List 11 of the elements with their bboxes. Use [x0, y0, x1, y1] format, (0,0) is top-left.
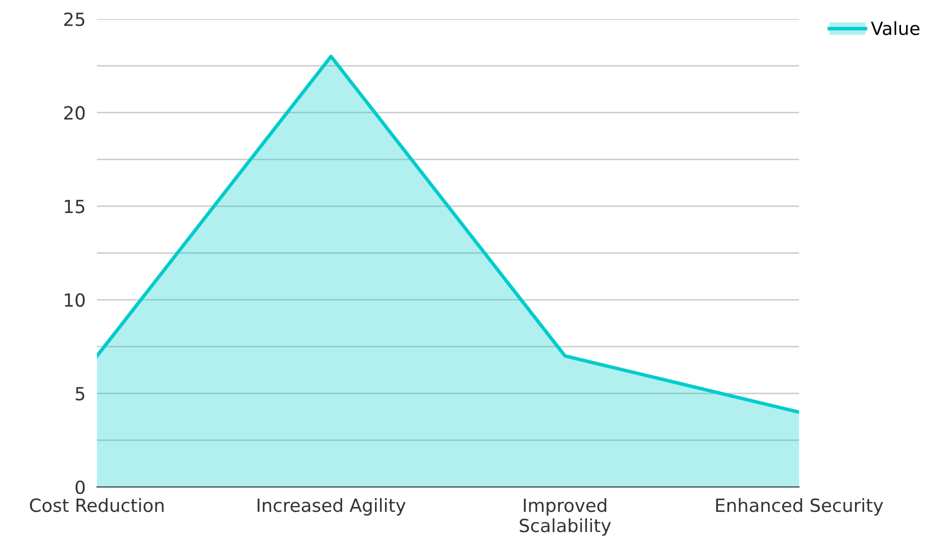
y-tick-label: 20: [64, 106, 85, 120]
y-tick-label: 0: [76, 480, 85, 494]
y-tick-label: 5: [76, 387, 84, 401]
y-tick-label: 25: [64, 12, 84, 26]
x-tick-label: Increased Agility: [258, 498, 406, 516]
x-tick-label: Cost Reduction: [30, 498, 164, 512]
x-tick-label: Enhanced Security: [716, 498, 884, 516]
x-tick-label: Improved Scalability: [520, 498, 611, 536]
y-tick-label: 15: [64, 200, 84, 214]
legend-label: Value: [870, 21, 920, 36]
y-tick-label: 10: [64, 293, 85, 307]
